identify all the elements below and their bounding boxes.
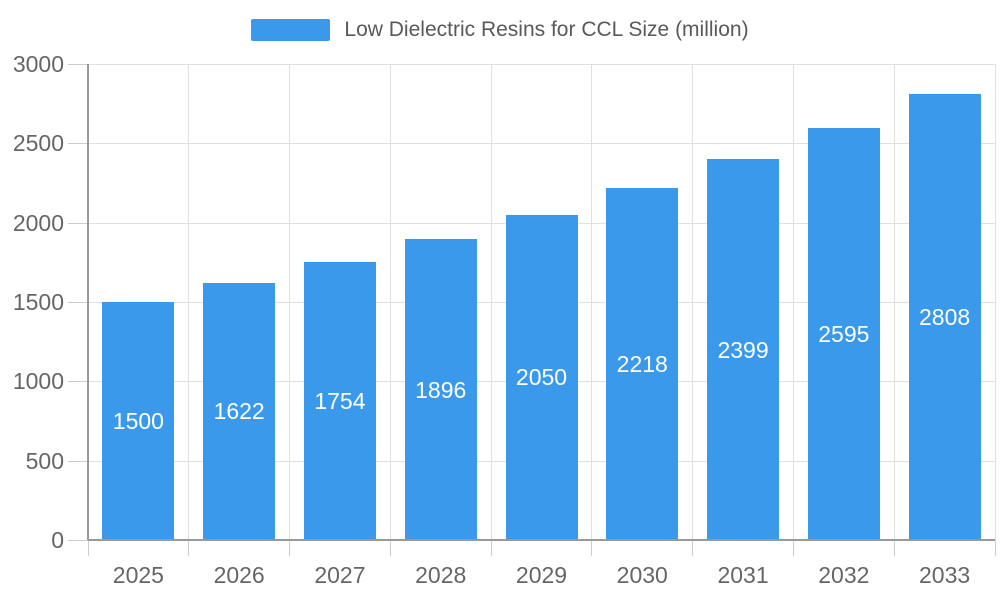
bar-2026[interactable] [203, 282, 276, 540]
x-tick-label-2027: 2027 [314, 562, 366, 588]
x-tick-label-2032: 2032 [818, 562, 870, 588]
y-axis-tick [68, 302, 88, 303]
y-tick-label-1000: 1000 [12, 368, 64, 395]
x-tick-label-2028: 2028 [415, 562, 467, 588]
bar-2028[interactable] [404, 239, 477, 540]
x-axis-line [88, 539, 995, 541]
x-gridline [893, 64, 895, 540]
x-gridline [389, 64, 391, 540]
legend-swatch[interactable] [251, 19, 331, 41]
y-axis-line [87, 64, 89, 540]
y-gridline [88, 143, 995, 145]
x-axis-tick [994, 540, 996, 556]
legend[interactable]: Low Dielectric Resins for CCL Size (mill… [0, 18, 1000, 42]
x-gridline [591, 64, 593, 540]
y-gridline [88, 64, 995, 65]
y-tick-label-2000: 2000 [12, 209, 64, 236]
x-tick-label-2030: 2030 [616, 562, 668, 588]
x-gridline [692, 64, 694, 540]
x-axis-tick [490, 540, 492, 556]
y-tick-label-1500: 1500 [12, 289, 64, 315]
bar-2030[interactable] [606, 188, 679, 540]
bar-value-label: 1622 [213, 398, 265, 425]
x-axis-tick [692, 540, 694, 556]
x-axis-tick [289, 540, 291, 556]
bar-value-label: 2399 [717, 336, 769, 363]
legend-label[interactable]: Low Dielectric Resins for CCL Size (mill… [344, 18, 749, 41]
bar-value-label: 2218 [616, 351, 668, 378]
bar-2025[interactable] [102, 302, 175, 540]
x-axis-tick [188, 540, 190, 556]
x-tick-label-2033: 2033 [919, 562, 971, 588]
y-tick-label-3000: 3000 [12, 51, 64, 77]
x-axis-tick [389, 540, 391, 556]
bar-value-label: 1896 [415, 376, 467, 403]
plot-area: 0 500 1000 1500 2000 2500 3000 1500 2025 1622 2026… [13, 51, 996, 588]
bar-value-label: 2050 [515, 364, 568, 391]
y-tick-label-2500: 2500 [12, 130, 64, 157]
x-axis-tick [591, 540, 593, 556]
x-tick-label-2031: 2031 [717, 562, 769, 588]
x-tick-label-2029: 2029 [515, 562, 568, 588]
x-axis-tick [792, 540, 794, 556]
y-tick-label-0: 0 [51, 527, 64, 553]
bar-2032[interactable] [807, 128, 880, 540]
x-gridline [289, 64, 291, 540]
x-gridline [188, 64, 190, 540]
x-axis-tick [87, 540, 89, 556]
x-tick-label-2026: 2026 [213, 562, 265, 588]
x-tick-label-2025: 2025 [112, 562, 164, 588]
x-gridline [792, 64, 794, 540]
bar-value-label: 1500 [112, 408, 164, 434]
bar-value-label: 2808 [919, 304, 971, 331]
y-axis-tick [68, 460, 88, 462]
y-axis-tick [68, 143, 88, 145]
x-gridline [994, 64, 996, 540]
y-axis-tick [68, 381, 88, 383]
y-axis-tick [68, 540, 88, 541]
bar-2029[interactable] [505, 214, 578, 540]
bar-2031[interactable] [707, 159, 780, 540]
bar-2027[interactable] [303, 261, 376, 540]
x-axis-tick [893, 540, 895, 556]
y-tick-label-500: 500 [25, 447, 64, 474]
y-axis-tick [68, 64, 88, 65]
bar-value-label: 2595 [818, 321, 870, 348]
x-gridline [490, 64, 492, 540]
bar-2033[interactable] [908, 94, 981, 540]
y-axis-tick [68, 222, 88, 224]
bar-value-label: 1754 [314, 387, 366, 414]
